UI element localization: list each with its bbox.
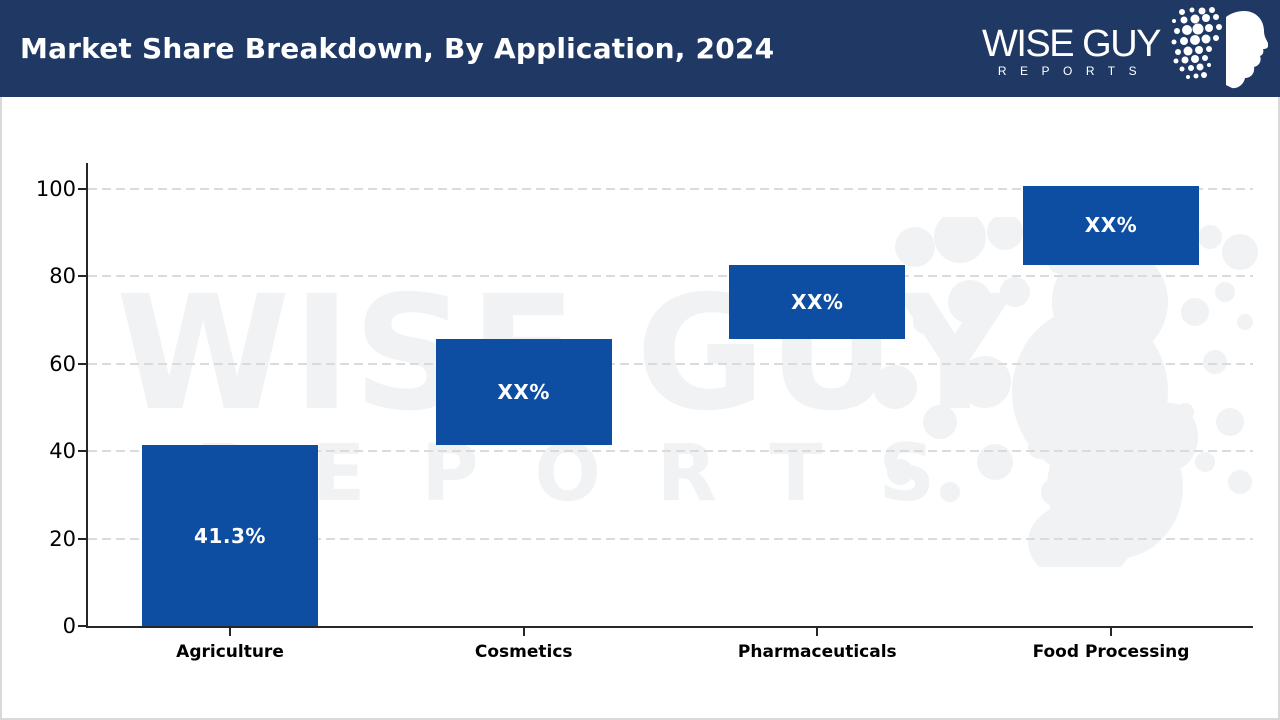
bar-value-label: XX% bbox=[791, 289, 844, 314]
watermark-subtext: REPORTS bbox=[196, 429, 991, 519]
y-tick-label: 20 bbox=[49, 526, 76, 551]
y-axis-spine bbox=[86, 163, 88, 628]
page-border-bottom bbox=[0, 718, 1280, 720]
bar-value-label: XX% bbox=[497, 379, 550, 404]
x-axis-label: Food Processing bbox=[1032, 642, 1190, 662]
x-axis-label: Cosmetics bbox=[474, 642, 573, 662]
y-tick-label: 100 bbox=[35, 176, 76, 201]
gridline bbox=[88, 275, 1253, 277]
y-tick-mark bbox=[78, 450, 86, 452]
page-border-left bbox=[0, 97, 2, 720]
x-tick-mark bbox=[816, 628, 819, 636]
gridline bbox=[88, 450, 1253, 452]
y-tick-label: 80 bbox=[49, 264, 76, 288]
bar: XX% bbox=[729, 264, 906, 339]
logo-wordmark: WISE GUY bbox=[981, 22, 1162, 65]
y-tick-mark bbox=[78, 275, 86, 277]
x-tick-mark bbox=[229, 628, 231, 636]
bar-value-label: 41.3% bbox=[194, 523, 266, 548]
plot-area: 41.3% XX% XX% XX% 0 20 40 60 80 100 Agriculture Cos… bbox=[0, 97, 1280, 720]
y-tick-mark bbox=[78, 187, 86, 190]
brand-logo: WISE GUY REPORTS bbox=[982, 4, 1272, 94]
y-tick-mark bbox=[78, 362, 86, 365]
x-axis-label: Pharmaceuticals bbox=[737, 642, 897, 662]
chart-canvas: WISE GUY REPORTS 41.3% XX% XX% XX% 0 20 40 60 80… bbox=[0, 97, 1280, 720]
x-tick-mark bbox=[522, 628, 525, 636]
logo-dots bbox=[1171, 7, 1222, 79]
y-tick-mark bbox=[78, 537, 86, 540]
gridline bbox=[88, 362, 1253, 365]
x-axis-spine bbox=[86, 626, 1253, 628]
header: Market Share Breakdown, By Application, … bbox=[0, 0, 1280, 97]
logo-face-icon bbox=[1171, 7, 1268, 89]
gridline bbox=[88, 187, 1253, 190]
page-border-right bbox=[1278, 97, 1280, 720]
bar-value-label: XX% bbox=[1084, 213, 1138, 238]
y-tick-mark bbox=[78, 625, 86, 627]
bar: XX% bbox=[1023, 186, 1199, 265]
logo-subtext: REPORTS bbox=[997, 63, 1151, 78]
bar: XX% bbox=[435, 338, 612, 446]
bar: 41.3% bbox=[142, 445, 318, 626]
gridline bbox=[88, 537, 1253, 540]
x-axis-label: Agriculture bbox=[176, 642, 284, 662]
y-tick-label: 40 bbox=[49, 439, 76, 463]
x-tick-mark bbox=[1110, 628, 1112, 636]
logo-text: WISE GUY REPORTS bbox=[981, 22, 1162, 78]
y-tick-label: 0 bbox=[62, 614, 76, 638]
y-tick-label: 60 bbox=[49, 351, 76, 376]
page-title: Market Share Breakdown, By Application, … bbox=[20, 32, 775, 65]
